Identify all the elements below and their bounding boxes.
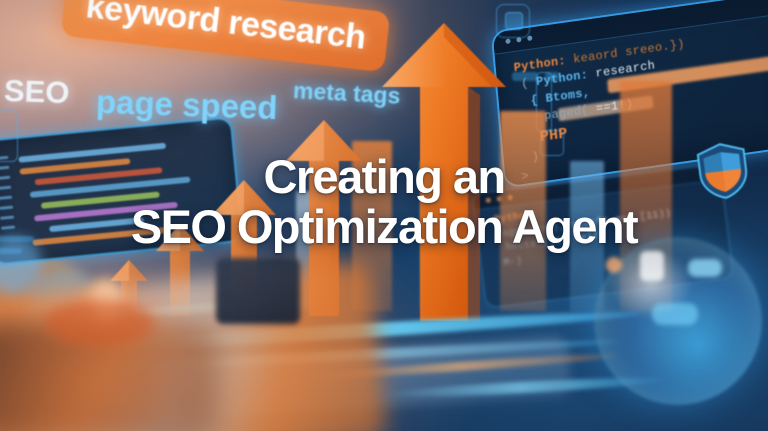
- growth-arrow-4: [286, 120, 362, 316]
- seo-tag: SEO: [3, 72, 71, 111]
- chart-bar: [500, 111, 546, 311]
- hud-chip-fill: [512, 72, 538, 81]
- growth-arrow-5: [382, 23, 506, 321]
- chart-bar: [570, 161, 604, 311]
- sphere-highlight: [606, 257, 622, 273]
- hud-chip: [505, 12, 523, 30]
- hud-chip: [0, 110, 18, 162]
- growth-arrow-2: [156, 224, 204, 316]
- sphere-highlight: [652, 303, 698, 325]
- shield-pie-icon: [696, 143, 748, 199]
- sphere-highlight: [688, 259, 722, 277]
- page-speed-tag: page speed: [95, 82, 279, 127]
- sphere-highlight: [640, 251, 664, 281]
- meta-tags-tag: meta tags: [292, 77, 402, 109]
- bokeh-blob: [44, 300, 154, 346]
- hud-chip: [496, 4, 530, 38]
- growth-arrow-3: [212, 180, 276, 316]
- hud-chip-fill: [545, 72, 559, 81]
- blurred-monitor: [216, 258, 300, 324]
